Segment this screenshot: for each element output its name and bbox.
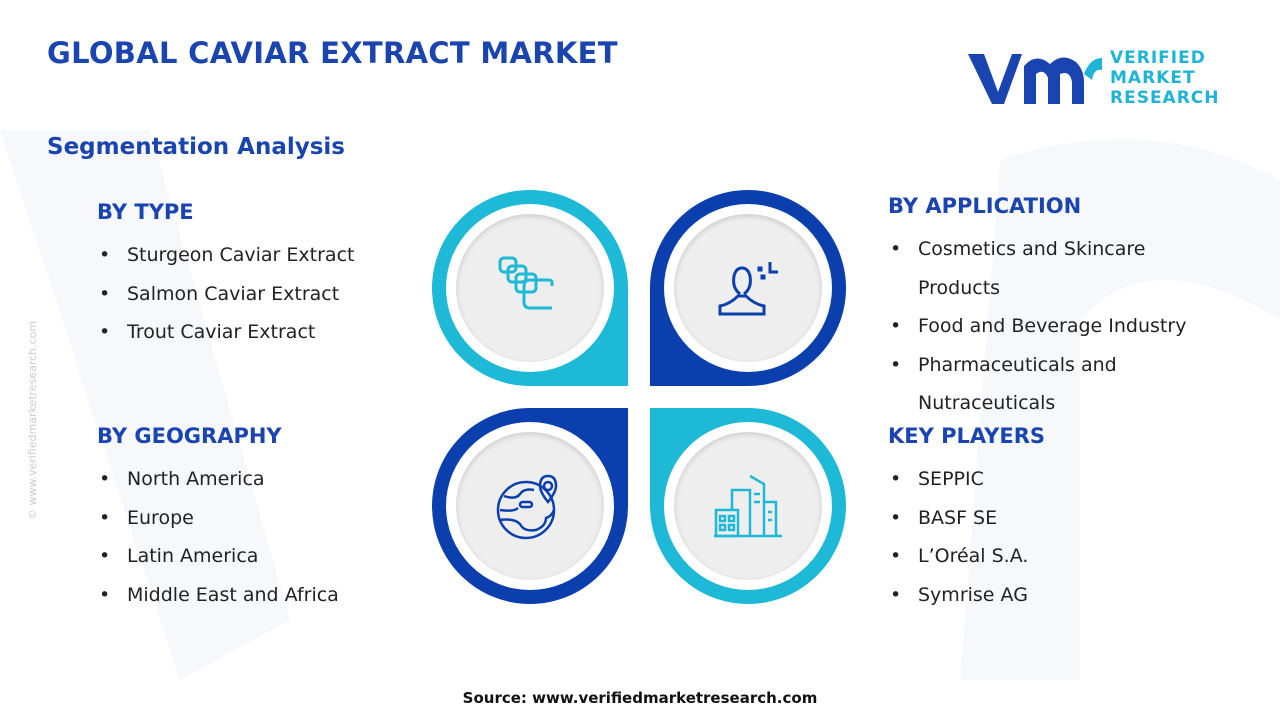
list-item: North America [97, 460, 339, 499]
vmr-logo: VERIFIED MARKET RESEARCH [966, 46, 1236, 112]
list-item: Cosmetics and Skincare Products [888, 230, 1188, 307]
source-footer: Source: www.verifiedmarketresearch.com [462, 689, 818, 707]
buildings-icon [714, 474, 782, 538]
page-title: GLOBAL CAVIAR EXTRACT MARKET [47, 36, 618, 70]
vmr-logo-mark-icon [968, 54, 1102, 104]
list-item: Trout Caviar Extract [97, 313, 354, 352]
list-item: Sturgeon Caviar Extract [97, 236, 354, 275]
section-by-geography: BY GEOGRAPHY North AmericaEuropeLatin Am… [97, 424, 339, 614]
players-quadrant [650, 408, 846, 604]
list-item: Food and Beverage Industry [888, 307, 1248, 346]
geography-quadrant [432, 408, 628, 604]
logo-text: VERIFIED [1110, 48, 1206, 68]
logo-text: RESEARCH [1110, 88, 1220, 108]
logo-text: MARKET [1110, 68, 1196, 88]
section-key-players: KEY PLAYERS SEPPICBASF SEL’Oréal S.A.Sym… [888, 424, 1045, 614]
list-item: Europe [97, 499, 339, 538]
list-item: Pharmaceuticals and Nutraceuticals [888, 346, 1178, 423]
list-item: SEPPIC [888, 460, 1045, 499]
section-heading: BY APPLICATION [888, 194, 1082, 218]
list-item: L’Oréal S.A. [888, 537, 1045, 576]
list-item: Salmon Caviar Extract [97, 275, 354, 314]
list-item: Middle East and Africa [97, 576, 339, 615]
section-by-type: BY TYPE Sturgeon Caviar ExtractSalmon Ca… [97, 200, 354, 352]
page-subtitle: Segmentation Analysis [47, 134, 345, 160]
section-heading: KEY PLAYERS [888, 424, 1045, 448]
globe-pin-icon [496, 474, 558, 540]
list-item: BASF SE [888, 499, 1045, 538]
section-heading: BY GEOGRAPHY [97, 424, 282, 448]
list-item: Symrise AG [888, 576, 1045, 615]
section-by-application: BY APPLICATION Cosmetics and Skincare Pr… [888, 194, 1248, 423]
layers-icon [498, 256, 554, 310]
application-quadrant [650, 190, 846, 386]
list-item: Latin America [97, 537, 339, 576]
section-heading: BY TYPE [97, 200, 194, 224]
type-quadrant [432, 190, 628, 386]
person-icon [718, 262, 778, 316]
vertical-watermark: © www.verifiedmarketresearch.com [26, 320, 39, 520]
